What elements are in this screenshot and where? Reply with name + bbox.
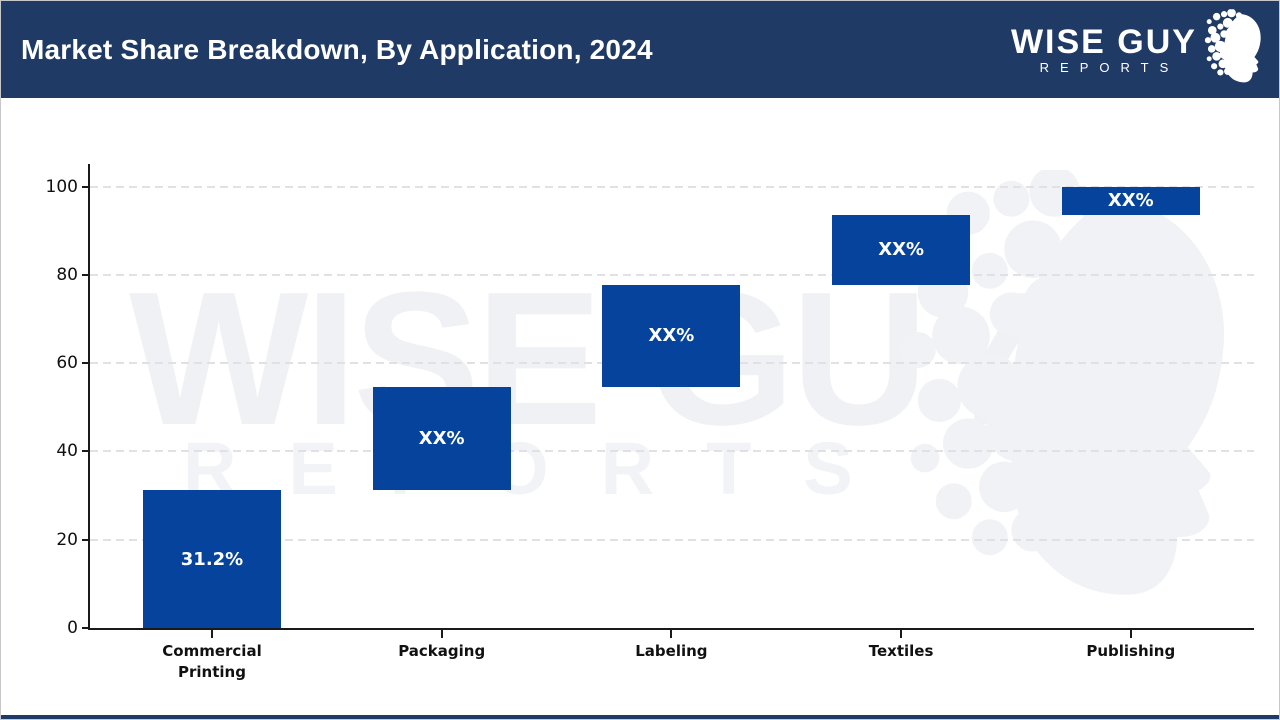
y-axis-tick	[82, 186, 90, 188]
bar-value-label: XX%	[1107, 190, 1154, 212]
x-axis-tick	[900, 630, 903, 638]
logo-text: WISE GUY REPORTS	[1011, 24, 1197, 76]
watermark-text-wiseguy: WISE GUY	[129, 253, 1051, 465]
y-axis-tick	[82, 362, 90, 364]
logo-subtitle: REPORTS	[1039, 59, 1180, 75]
bar-packaging: XX%	[372, 386, 511, 491]
y-axis-tick-label: 80	[56, 265, 78, 285]
gridline-y100	[90, 186, 1254, 188]
x-axis-category-label: Commercial Printing	[162, 642, 262, 681]
y-axis-tick-label: 20	[56, 530, 78, 550]
gridline-y40	[90, 450, 1254, 452]
watermark-text-reports: REPORTS	[183, 427, 905, 510]
bar-labeling: XX%	[602, 284, 741, 387]
x-axis-tick	[211, 630, 213, 638]
y-axis-tick	[82, 627, 90, 629]
y-axis-tick-label: 100	[45, 177, 78, 197]
bar-value-label: XX%	[418, 428, 465, 450]
x-axis-category-label: Labeling	[635, 642, 708, 660]
x-axis-tick	[670, 630, 673, 638]
bar-value-label: 31.2%	[180, 548, 244, 570]
bar-commercial-printing: 31.2%	[143, 490, 281, 628]
bar-publishing: XX%	[1061, 186, 1200, 215]
x-axis-category-label: Textiles	[868, 642, 934, 660]
x-axis-tick	[1129, 630, 1132, 638]
bar-value-label: XX%	[648, 325, 695, 347]
bar-value-label: XX%	[878, 239, 924, 261]
logo-head-icon	[1203, 9, 1265, 90]
x-axis-tick	[440, 630, 443, 638]
logo-wordmark: WISE GUY	[1010, 22, 1197, 61]
x-axis-category-label: Publishing	[1086, 642, 1176, 660]
bar-textiles: XX%	[832, 214, 971, 285]
y-axis-tick	[82, 274, 90, 276]
x-axis-line	[88, 628, 1254, 630]
wise-guy-reports-logo: WISE GUY REPORTS	[1011, 9, 1280, 90]
y-axis-tick-label: 0	[67, 618, 78, 638]
y-axis-tick	[82, 539, 90, 541]
y-axis-tick-label: 60	[56, 353, 78, 373]
header-bar: Market Share Breakdown, By Application, …	[1, 1, 1280, 98]
x-axis-category-label: Packaging	[398, 642, 486, 660]
y-axis-tick-label: 40	[56, 441, 78, 461]
page-title: Market Share Breakdown, By Application, …	[21, 33, 653, 65]
y-axis-tick	[82, 450, 90, 452]
y-axis-line	[88, 164, 90, 630]
footer-accent-bar	[1, 715, 1279, 719]
gridline-y80	[90, 274, 1254, 276]
gridline-y20	[90, 539, 1254, 541]
